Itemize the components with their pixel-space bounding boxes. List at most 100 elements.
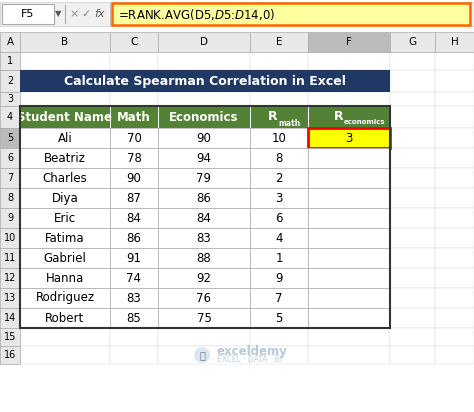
Bar — [20, 308, 110, 328]
Text: Charles: Charles — [43, 171, 87, 185]
Bar — [308, 188, 390, 208]
Text: 94: 94 — [197, 152, 211, 164]
Text: R: R — [268, 110, 278, 122]
Bar — [0, 228, 20, 248]
Text: 88: 88 — [197, 251, 211, 265]
Bar — [20, 106, 110, 128]
Bar — [158, 128, 250, 148]
Bar — [158, 288, 250, 308]
Bar — [20, 248, 110, 268]
Text: 14: 14 — [4, 313, 16, 323]
Bar — [158, 328, 250, 346]
Bar — [0, 70, 20, 92]
Text: 7: 7 — [7, 173, 13, 183]
Text: Gabriel: Gabriel — [44, 251, 86, 265]
Bar — [308, 228, 390, 248]
Text: 76: 76 — [197, 292, 211, 304]
Bar — [20, 106, 110, 128]
Bar — [158, 248, 250, 268]
Bar — [0, 92, 20, 106]
Text: Student Name: Student Name — [18, 110, 112, 124]
Bar — [250, 106, 308, 128]
Bar — [250, 248, 308, 268]
Text: Rodriguez: Rodriguez — [36, 292, 94, 304]
Bar — [110, 128, 158, 148]
Text: C: C — [130, 37, 137, 47]
Bar — [250, 228, 308, 248]
Bar — [158, 168, 250, 188]
Bar — [158, 106, 250, 128]
Bar — [250, 288, 308, 308]
Text: 10: 10 — [272, 131, 286, 145]
Bar — [0, 70, 20, 92]
Bar — [158, 128, 250, 148]
Text: 1: 1 — [275, 251, 283, 265]
Bar — [20, 168, 110, 188]
Text: Math: Math — [117, 110, 151, 124]
Text: 11: 11 — [4, 253, 16, 263]
Bar — [0, 268, 20, 288]
Bar — [0, 308, 20, 328]
Text: 5: 5 — [275, 311, 283, 325]
Bar — [158, 346, 250, 364]
Bar — [250, 268, 308, 288]
Text: 🏠: 🏠 — [199, 350, 205, 360]
Bar — [0, 52, 20, 70]
Text: 15: 15 — [4, 332, 16, 342]
Bar — [250, 52, 308, 70]
Bar — [435, 228, 474, 248]
Text: F5: F5 — [21, 9, 35, 19]
Bar — [110, 228, 158, 248]
Bar — [0, 188, 20, 208]
Bar — [158, 70, 250, 92]
Text: =RANK.AVG(D5,$D$5:$D$14,0): =RANK.AVG(D5,$D$5:$D$14,0) — [118, 7, 275, 21]
Bar — [0, 328, 20, 346]
Bar — [435, 128, 474, 148]
Bar — [435, 328, 474, 346]
Text: 86: 86 — [197, 192, 211, 204]
Bar — [390, 308, 435, 328]
Text: ✓: ✓ — [82, 9, 91, 19]
Bar — [308, 288, 390, 308]
Text: F: F — [346, 37, 352, 47]
Bar — [20, 288, 110, 308]
Bar — [20, 188, 110, 208]
Bar — [110, 52, 158, 70]
Bar — [390, 70, 435, 92]
Text: math: math — [278, 119, 300, 128]
Text: fx: fx — [95, 9, 105, 19]
Text: Fatima: Fatima — [45, 232, 85, 244]
Text: 3: 3 — [7, 94, 13, 104]
Bar — [110, 308, 158, 328]
Bar — [308, 308, 390, 328]
Bar — [250, 168, 308, 188]
Text: 4: 4 — [275, 232, 283, 244]
Text: B: B — [62, 37, 69, 47]
Text: 79: 79 — [197, 171, 211, 185]
Bar — [308, 308, 390, 328]
Bar — [158, 106, 250, 128]
Bar — [390, 288, 435, 308]
Bar — [110, 268, 158, 288]
Text: Hanna: Hanna — [46, 272, 84, 285]
Bar — [250, 70, 308, 92]
Text: R: R — [334, 110, 344, 122]
Bar — [158, 188, 250, 208]
Bar — [435, 70, 474, 92]
Bar — [20, 268, 110, 288]
Bar — [0, 268, 20, 288]
Bar — [250, 168, 308, 188]
Bar — [0, 188, 20, 208]
Bar — [308, 70, 390, 92]
Bar — [158, 168, 250, 188]
Bar — [308, 188, 390, 208]
Bar — [250, 188, 308, 208]
Bar — [158, 308, 250, 328]
Bar — [2, 4, 54, 24]
Text: 10: 10 — [4, 233, 16, 243]
Bar — [20, 148, 110, 168]
Bar — [0, 288, 20, 308]
Bar — [308, 148, 390, 168]
Bar — [250, 328, 308, 346]
Text: Diya: Diya — [52, 192, 78, 204]
